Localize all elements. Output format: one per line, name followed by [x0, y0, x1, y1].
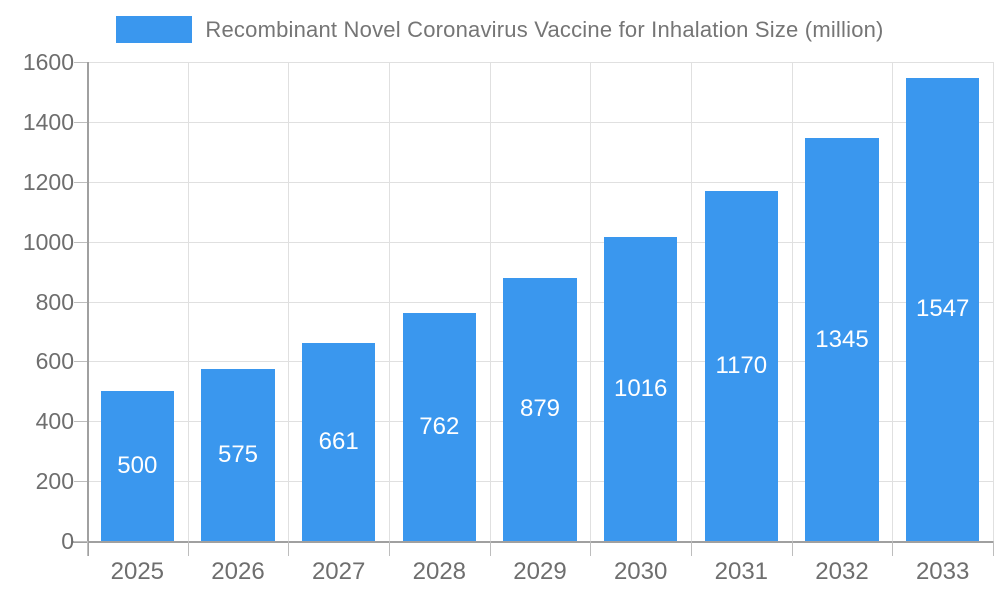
bar-value-label: 1170	[715, 351, 768, 379]
x-axis-label-2031: 2031	[714, 558, 769, 585]
x-axis-label-2032: 2032	[815, 558, 869, 585]
x-tick-3	[389, 541, 390, 556]
x-axis-label-2030: 2030	[613, 558, 668, 585]
legend-swatch	[116, 16, 193, 43]
bar-value-label: 879	[519, 395, 561, 423]
y-axis-label-800: 800	[35, 288, 74, 315]
y-axis-label-1600: 1600	[22, 49, 74, 75]
x-tick-5	[590, 541, 592, 556]
y-tick-200	[74, 481, 87, 483]
gridline-x-9	[993, 62, 994, 541]
y-axis-line	[87, 62, 89, 556]
legend-label: Recombinant Novel Coronavirus Vaccine fo…	[205, 16, 884, 42]
y-axis-label-400: 400	[35, 408, 74, 435]
bar-value-label: 500	[117, 452, 158, 480]
gridline-x-5	[590, 62, 592, 541]
y-tick-800	[74, 301, 87, 303]
x-tick-7	[791, 541, 793, 556]
y-axis-label-200: 200	[35, 468, 74, 495]
y-axis-label-1400: 1400	[22, 108, 74, 135]
bar-2026[interactable]: 575	[201, 368, 275, 541]
gridline-y-1600	[87, 62, 993, 63]
bar-value-label: 1547	[915, 295, 970, 323]
y-tick-0	[74, 541, 87, 542]
bar-value-label: 661	[318, 428, 359, 456]
y-tick-1000	[74, 241, 87, 243]
bar-value-label: 1016	[613, 374, 668, 402]
gridline-x-7	[791, 62, 793, 541]
bar-2025[interactable]: 500	[100, 391, 175, 541]
x-tick-9	[993, 541, 994, 556]
bar-2032[interactable]: 1345	[805, 138, 879, 541]
x-tick-6	[691, 541, 692, 556]
gridline-x-4	[489, 62, 491, 541]
gridline-x-1	[187, 62, 189, 541]
bar-value-label: 1345	[815, 325, 869, 353]
bar-2029[interactable]: 879	[503, 277, 577, 541]
y-tick-600	[74, 361, 87, 363]
x-axis-label-2029: 2029	[513, 558, 567, 585]
x-axis-label-2028: 2028	[412, 558, 467, 585]
bar-2031[interactable]: 1170	[704, 190, 779, 541]
x-axis-label-2026: 2026	[211, 558, 265, 585]
gridline-x-8	[892, 62, 894, 541]
bar-2033[interactable]: 1547	[905, 77, 980, 541]
bar-2030[interactable]: 1016	[603, 236, 678, 541]
bar-value-label: 575	[217, 440, 259, 468]
gridline-x-3	[389, 62, 390, 541]
x-tick-2	[288, 541, 290, 556]
y-tick-400	[74, 421, 87, 423]
gridline-y-1400	[87, 121, 993, 123]
y-axis-label-1200: 1200	[22, 168, 74, 195]
gridline-x-6	[691, 62, 692, 541]
y-tick-1200	[74, 181, 87, 183]
gridline-x-2	[288, 62, 290, 541]
y-tick-1400	[74, 121, 87, 123]
plot-area: 500 575 661 762 879 1016 1170 1345 1547 0 200 400 6…	[23, 51, 994, 585]
legend[interactable]: Recombinant Novel Coronavirus Vaccine fo…	[0, 16, 1000, 43]
x-axis-line	[73, 541, 993, 543]
x-axis-label-2027: 2027	[311, 558, 366, 585]
bar-value-label: 762	[419, 412, 460, 440]
y-axis-label-1000: 1000	[22, 228, 74, 255]
x-tick-4	[489, 541, 491, 556]
x-tick-8	[892, 541, 894, 556]
gridline-y-1200	[87, 181, 993, 183]
y-axis-label-600: 600	[35, 348, 74, 375]
y-axis-label-0: 0	[61, 528, 74, 554]
x-axis-label-2025: 2025	[110, 558, 165, 585]
bar-2028[interactable]: 762	[402, 312, 477, 541]
gridline-y-1000	[87, 241, 993, 243]
x-tick-0	[87, 541, 88, 556]
y-tick-1600	[74, 62, 87, 63]
x-axis-label-2033: 2033	[915, 558, 970, 585]
x-tick-1	[187, 541, 189, 556]
bar-2027[interactable]: 661	[301, 343, 376, 541]
